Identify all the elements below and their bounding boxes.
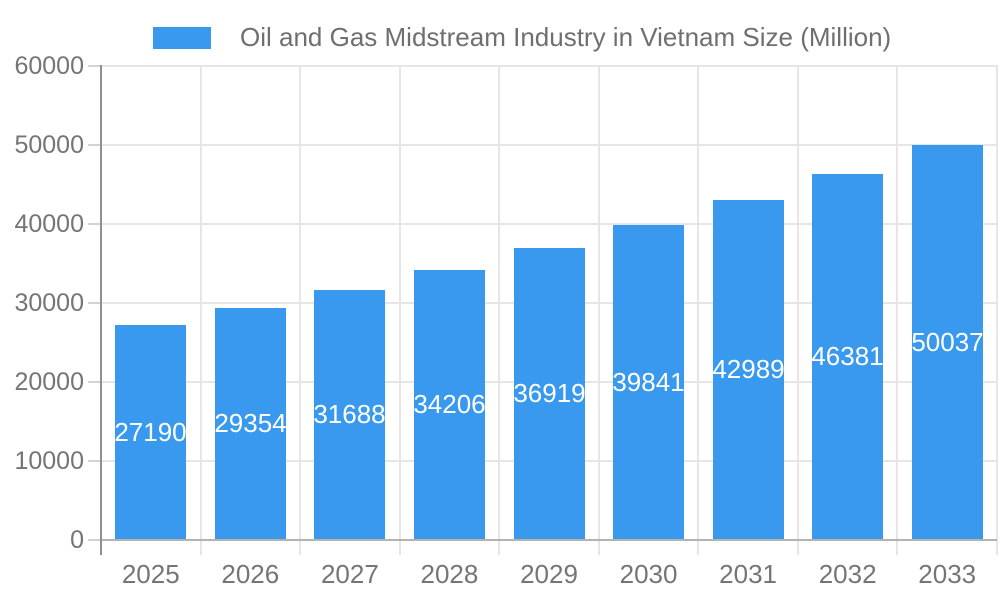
vertical-gridline [199, 65, 202, 555]
y-axis-tick [88, 144, 101, 146]
x-axis-label: 2029 [520, 559, 578, 589]
x-axis-label: 2028 [420, 559, 479, 589]
y-axis-tick [88, 65, 101, 67]
y-axis-tick [88, 460, 101, 462]
legend-swatch [153, 26, 211, 49]
y-axis-label: 60000 [14, 52, 84, 80]
vertical-gridline [996, 65, 998, 555]
y-axis-label: 20000 [14, 368, 84, 396]
bar-value-label: 31688 [313, 399, 386, 429]
bar-value-label: 36919 [513, 378, 586, 408]
vertical-gridline [697, 65, 700, 555]
bar[interactable]: 27190 [114, 325, 187, 539]
vertical-gridline [498, 65, 501, 555]
bar[interactable]: 50037 [911, 145, 984, 539]
x-axis-label: 2032 [818, 559, 877, 589]
bar[interactable]: 36919 [513, 248, 586, 539]
chart-legend[interactable]: Oil and Gas Midstream Industry in Vietna… [153, 22, 891, 53]
horizontal-gridline [101, 144, 997, 146]
legend-label: Oil and Gas Midstream Industry in Vietna… [240, 22, 892, 52]
bar-value-label: 50037 [911, 326, 984, 357]
bar-value-label: 46381 [811, 341, 884, 371]
bar[interactable]: 42989 [712, 200, 785, 539]
x-axis-label: 2027 [320, 559, 379, 589]
x-axis-label: 2031 [719, 559, 778, 589]
bar[interactable]: 34206 [413, 270, 486, 539]
bar-value-label: 42989 [712, 354, 785, 384]
horizontal-gridline [101, 65, 997, 67]
y-axis-tick [88, 302, 101, 304]
y-axis-tick [88, 381, 101, 383]
horizontal-gridline [101, 223, 997, 225]
x-axis-label: 2033 [918, 559, 977, 589]
bar[interactable]: 31688 [313, 290, 386, 539]
bar-value-label: 27190 [114, 416, 187, 447]
bar[interactable]: 46381 [811, 174, 884, 539]
y-axis-label: 50000 [14, 131, 84, 159]
x-axis-baseline [101, 539, 997, 541]
x-axis-label: 2025 [121, 559, 180, 589]
y-axis-tick [88, 539, 101, 541]
y-axis-label: 40000 [14, 210, 84, 238]
vertical-gridline [796, 65, 799, 555]
bar-value-label: 39841 [612, 366, 685, 397]
vertical-gridline [597, 65, 600, 555]
y-axis-label: 0 [70, 526, 84, 554]
vertical-gridline [398, 65, 401, 555]
y-axis-tick [88, 223, 101, 225]
bar-value-label: 29354 [214, 408, 287, 438]
bar-value-label: 34206 [413, 389, 486, 419]
y-axis-label: 30000 [14, 289, 84, 317]
x-axis-label: 2026 [221, 559, 280, 589]
y-axis-line [100, 65, 102, 555]
bar[interactable]: 39841 [612, 225, 685, 539]
bar[interactable]: 29354 [214, 308, 287, 539]
vertical-gridline [299, 65, 302, 555]
vertical-gridline [896, 65, 899, 555]
x-axis-label: 2030 [619, 559, 678, 589]
y-axis-label: 10000 [14, 447, 84, 475]
